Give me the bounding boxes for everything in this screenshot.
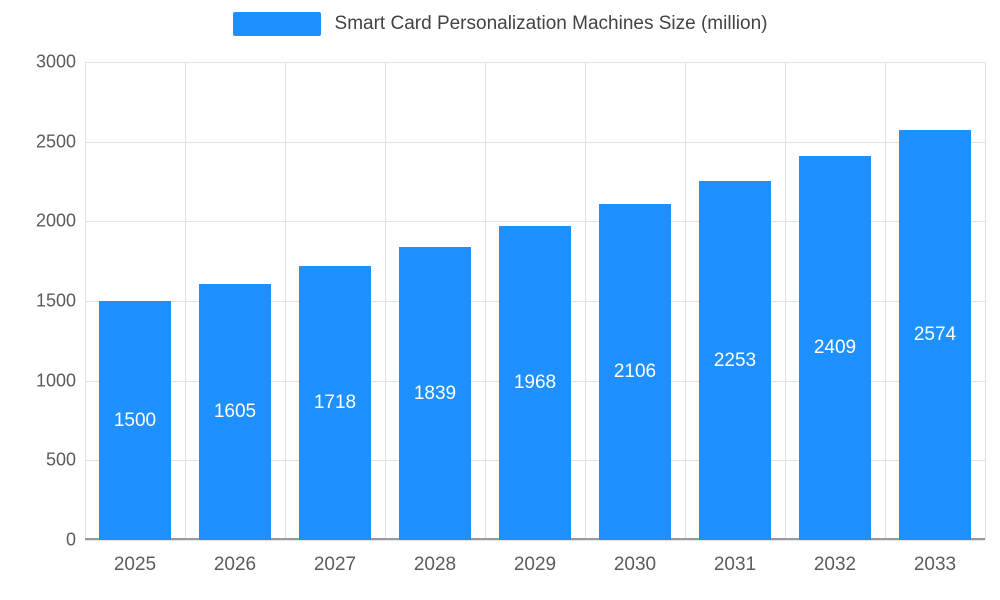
gridline-vertical (985, 62, 986, 540)
bar-2030[interactable]: 2106 (599, 204, 671, 540)
bar-2029[interactable]: 1968 (499, 226, 571, 540)
bar-value-label: 1718 (313, 392, 357, 414)
gridline-vertical (785, 62, 786, 540)
bar-value-label: 1968 (513, 372, 557, 394)
plot-area: 1500 1605 1718 1839 1968 2106 2253 2409 2574 (85, 62, 986, 541)
y-tick-label: 2500 (35, 131, 76, 152)
legend-swatch[interactable] (232, 12, 321, 36)
x-tick-label: 2031 (713, 554, 757, 575)
x-tick-label: 2025 (113, 554, 157, 575)
gridline-vertical (385, 62, 386, 540)
x-tick-label: 2029 (513, 554, 557, 575)
y-tick-label: 3000 (35, 51, 76, 72)
x-axis: 2025 2026 2027 2028 2029 2030 2031 2032 2033 (85, 548, 985, 582)
gridline-horizontal (85, 540, 985, 541)
y-tick-label: 2000 (35, 210, 76, 231)
bar-2026[interactable]: 1605 (199, 284, 271, 540)
bar-2032[interactable]: 2409 (799, 156, 871, 540)
bar-value-label: 2409 (813, 337, 857, 359)
gridline-vertical (885, 62, 886, 540)
gridline-vertical (585, 62, 586, 540)
legend-label: Smart Card Personalization Machines Size… (334, 13, 768, 34)
gridline-horizontal (85, 221, 985, 223)
bar-2025[interactable]: 1500 (99, 301, 171, 540)
y-axis: 0 500 1000 1500 2000 2500 3000 (0, 52, 76, 550)
gridline-horizontal (85, 62, 985, 63)
y-tick-label: 0 (65, 529, 76, 550)
gridline-vertical (85, 62, 86, 540)
bar-2031[interactable]: 2253 (699, 181, 771, 540)
chart-legend[interactable]: Smart Card Personalization Machines Size… (0, 12, 1000, 36)
gridline-vertical (485, 62, 486, 540)
bar-value-label: 2574 (913, 323, 957, 345)
bar-value-label: 1500 (113, 409, 157, 431)
x-tick-label: 2033 (913, 554, 957, 575)
x-tick-label: 2027 (313, 554, 357, 575)
bar-value-label: 2253 (713, 349, 757, 371)
x-tick-label: 2032 (813, 554, 857, 575)
x-tick-label: 2030 (613, 554, 657, 575)
gridline-vertical (185, 62, 186, 540)
y-tick-label: 500 (45, 449, 76, 470)
bar-value-label: 1839 (413, 382, 457, 404)
bar-2033[interactable]: 2574 (899, 129, 971, 540)
bar-2028[interactable]: 1839 (399, 247, 471, 540)
gridline-horizontal (85, 141, 985, 143)
bar-value-label: 1605 (213, 401, 257, 423)
gridline-vertical (685, 62, 686, 540)
x-tick-label: 2028 (413, 554, 457, 575)
y-tick-label: 1500 (35, 290, 76, 311)
y-tick-label: 1000 (35, 370, 76, 391)
bar-value-label: 2106 (613, 361, 657, 383)
gridline-vertical (285, 62, 286, 540)
bar-2027[interactable]: 1718 (299, 266, 371, 540)
x-tick-label: 2026 (213, 554, 257, 575)
